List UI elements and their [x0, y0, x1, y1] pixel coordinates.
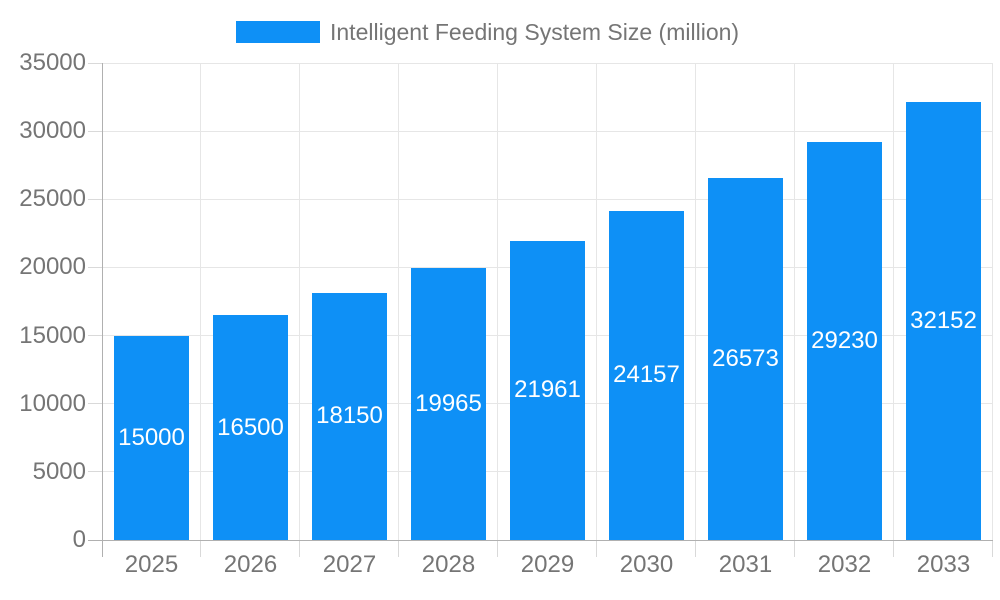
bar-2033[interactable]: 32152: [906, 101, 981, 540]
y-axis-tick: [88, 335, 102, 337]
y-axis-tick: [88, 266, 102, 268]
x-axis-label: 2032: [817, 551, 872, 578]
gridline-vertical: [992, 63, 993, 540]
x-axis-label: 2031: [718, 551, 773, 578]
gridline-horizontal: [102, 130, 993, 132]
y-axis-tick: [88, 403, 102, 405]
bar-2027[interactable]: 18150: [312, 292, 387, 540]
y-axis-tick: [88, 471, 102, 473]
legend-label: Intelligent Feeding System Size (million…: [330, 18, 740, 45]
x-axis-tick: [794, 541, 795, 557]
y-axis-label: 35000: [19, 49, 86, 76]
x-axis-label: 2025: [124, 551, 179, 578]
bar-value-label: 32152: [910, 306, 977, 334]
y-axis-tick: [88, 198, 102, 200]
y-axis-label: 25000: [19, 185, 86, 213]
y-axis-tick: [88, 62, 102, 64]
x-axis-label: 2028: [421, 551, 476, 578]
bar-value-label: 18150: [316, 402, 383, 430]
y-axis-label: 15000: [19, 321, 86, 349]
x-axis-tick: [695, 541, 696, 557]
gridline-vertical: [497, 63, 498, 540]
bar-value-label: 21961: [514, 376, 581, 404]
bar-2025[interactable]: 15000: [114, 335, 189, 540]
legend-swatch: [236, 21, 320, 43]
y-axis-label: 5000: [32, 457, 86, 485]
gridline-vertical: [596, 63, 597, 540]
x-axis-label: 2027: [322, 551, 377, 578]
gridline-vertical: [794, 63, 795, 540]
y-axis-label: 30000: [19, 117, 86, 145]
x-axis-label: 2029: [520, 551, 575, 578]
bar-value-label: 26573: [712, 344, 779, 372]
y-axis-label: 20000: [19, 253, 86, 281]
x-axis-label: 2030: [619, 551, 674, 578]
x-axis-tick: [299, 541, 300, 557]
gridline-vertical: [398, 63, 399, 540]
gridline-vertical: [200, 63, 201, 540]
bar-2029[interactable]: 21961: [510, 240, 585, 540]
bar-2030[interactable]: 24157: [609, 210, 684, 540]
y-axis-tick: [88, 130, 102, 132]
x-axis-tick: [200, 541, 201, 557]
x-axis-label: 2026: [223, 551, 278, 578]
x-axis-tick: [596, 541, 597, 557]
y-axis-line: [102, 63, 103, 557]
bar-value-label: 19965: [415, 389, 482, 417]
bar-2026[interactable]: 16500: [213, 315, 288, 540]
gridline-horizontal: [102, 62, 993, 64]
x-axis-line: [88, 540, 993, 541]
y-axis-label: 0: [72, 526, 86, 553]
gridline-horizontal: [102, 198, 993, 200]
x-axis-tick: [398, 541, 399, 557]
y-axis-label: 10000: [19, 389, 86, 417]
bar-2028[interactable]: 19965: [411, 267, 486, 540]
bar-2032[interactable]: 29230: [807, 141, 882, 540]
bar-value-label: 29230: [811, 326, 878, 354]
x-axis-tick: [992, 541, 993, 557]
plot-area: 15000 16500 18150 19965 21961 24157 26573 29230…: [102, 62, 993, 540]
bar-2031[interactable]: 26573: [708, 177, 783, 540]
bar-value-label: 24157: [613, 361, 680, 389]
gridline-vertical: [893, 63, 894, 540]
chart-legend[interactable]: Intelligent Feeding System Size (million…: [236, 19, 739, 45]
x-axis-label: 2033: [916, 551, 971, 578]
bar-value-label: 16500: [217, 413, 284, 441]
gridline-vertical: [695, 63, 696, 540]
x-axis-tick: [497, 541, 498, 557]
x-axis-tick: [893, 541, 894, 557]
bar-value-label: 15000: [118, 423, 185, 451]
gridline-vertical: [299, 63, 300, 540]
